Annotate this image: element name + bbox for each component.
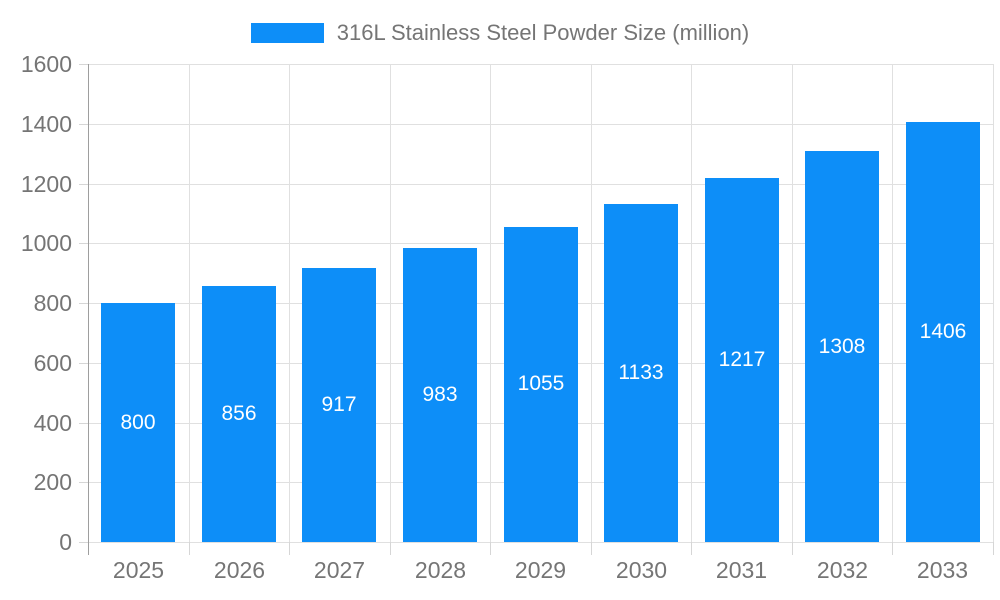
h-gridline [88,64,993,65]
y-tick [79,482,88,483]
v-gridline [390,64,391,542]
x-axis-tick-label: 2032 [816,557,869,583]
y-tick [79,64,88,65]
v-gridline [289,64,290,542]
y-axis-tick-label: 0 [59,529,72,555]
x-tick [591,542,592,555]
v-gridline [189,64,190,542]
bar-2028[interactable] [403,248,477,542]
y-axis-tick-label: 800 [33,290,72,316]
x-axis-tick-label: 2028 [414,557,467,583]
bar-2025[interactable] [101,303,175,542]
y-tick [79,184,88,185]
x-axis-tick-label: 2029 [514,557,567,583]
bar-value-label: 800 [120,411,156,434]
bar-value-label: 917 [321,393,357,416]
y-tick [79,542,88,543]
v-gridline [792,64,793,542]
bar-value-label: 1133 [618,361,664,384]
bar-value-label: 856 [221,402,257,425]
y-tick [79,423,88,424]
y-axis-tick-label: 1600 [20,51,72,77]
y-axis-tick-label: 400 [33,410,72,436]
y-tick [79,243,88,244]
x-tick [189,542,190,555]
legend[interactable]: 316L Stainless Steel Powder Size (millio… [0,18,1000,48]
x-tick [691,542,692,555]
v-gridline [892,64,893,542]
bar-value-label: 1055 [517,372,565,395]
x-tick [88,542,89,555]
bar-2032[interactable] [805,151,879,542]
x-tick [993,542,994,555]
v-gridline [993,64,994,542]
x-axis-tick-label: 2030 [615,557,668,583]
x-tick [390,542,391,555]
x-tick [289,542,290,555]
bar-2029[interactable] [504,227,578,542]
bar-2026[interactable] [202,286,276,542]
y-axis-tick-label: 200 [33,469,72,495]
legend-swatch [250,23,324,43]
x-tick [792,542,793,555]
x-axis-tick-label: 2033 [916,557,969,583]
y-tick [79,363,88,364]
bar-2030[interactable] [604,204,678,542]
bar-2033[interactable] [906,122,980,542]
y-axis-tick-label: 1400 [20,111,72,137]
plot-area: 800 856 917 983 1055 1133 1217 1308 1406 [88,64,994,543]
bar-value-label: 1217 [718,348,766,371]
h-gridline [88,542,993,543]
y-axis-tick-label: 1200 [20,171,72,197]
y-axis-tick-label: 600 [33,350,72,376]
bar-value-label: 983 [422,383,458,406]
h-gridline [88,184,993,185]
x-axis-tick-label: 2027 [313,557,366,583]
x-tick [490,542,491,555]
v-gridline [591,64,592,542]
bar-value-label: 1308 [818,335,866,358]
h-gridline [88,124,993,125]
x-axis-tick-label: 2031 [715,557,768,583]
y-axis-tick-label: 1000 [20,230,72,256]
v-gridline [490,64,491,542]
x-axis-tick-label: 2025 [112,557,165,583]
y-tick [79,303,88,304]
x-axis-tick-label: 2026 [213,557,266,583]
bar-2031[interactable] [705,178,779,542]
y-axis-line [88,64,89,542]
bar-2027[interactable] [302,268,376,542]
y-tick [79,124,88,125]
v-gridline [691,64,692,542]
x-tick [892,542,893,555]
legend-label: 316L Stainless Steel Powder Size (millio… [336,20,750,45]
bar-value-label: 1406 [919,320,967,343]
